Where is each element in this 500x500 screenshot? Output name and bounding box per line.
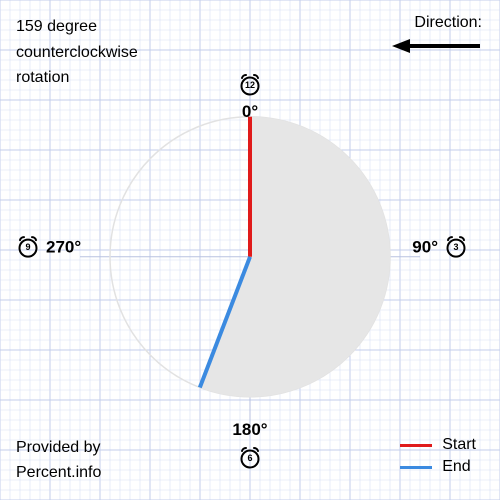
clock-icon-12: 12 (238, 73, 262, 97)
clock-num-top: 12 (245, 80, 255, 90)
legend-swatch-start (400, 444, 432, 447)
axis-label-right: 90° (412, 238, 438, 258)
title-line-1: 159 degree (16, 14, 138, 40)
legend-item-start: Start (400, 436, 476, 454)
rotation-chart (80, 87, 420, 427)
legend-swatch-end (400, 466, 432, 469)
title-line-2: counterclockwise (16, 40, 138, 66)
direction-block: Direction: (392, 14, 482, 56)
legend: Start End (400, 432, 476, 480)
axis-label-bottom: 180° (232, 420, 267, 440)
direction-label: Direction: (392, 14, 482, 32)
direction-arrow-icon (392, 36, 482, 56)
attribution: Provided by Percent.info (16, 435, 101, 486)
legend-label-start: Start (442, 436, 476, 454)
clock-num-left: 9 (25, 243, 30, 253)
axis-label-top: 0° (242, 102, 258, 122)
footer-line-1: Provided by (16, 435, 101, 461)
legend-item-end: End (400, 458, 476, 476)
clock-num-right: 3 (453, 243, 458, 253)
rotation-title: 159 degree counterclockwise rotation (16, 14, 138, 91)
clock-icon-6: 6 (238, 446, 262, 470)
axis-label-left: 270° (46, 238, 81, 258)
clock-icon-9: 9 (16, 235, 40, 259)
clock-num-bottom: 6 (247, 453, 252, 463)
clock-icon-3: 3 (444, 235, 468, 259)
footer-line-2: Percent.info (16, 460, 101, 486)
legend-label-end: End (442, 458, 470, 476)
